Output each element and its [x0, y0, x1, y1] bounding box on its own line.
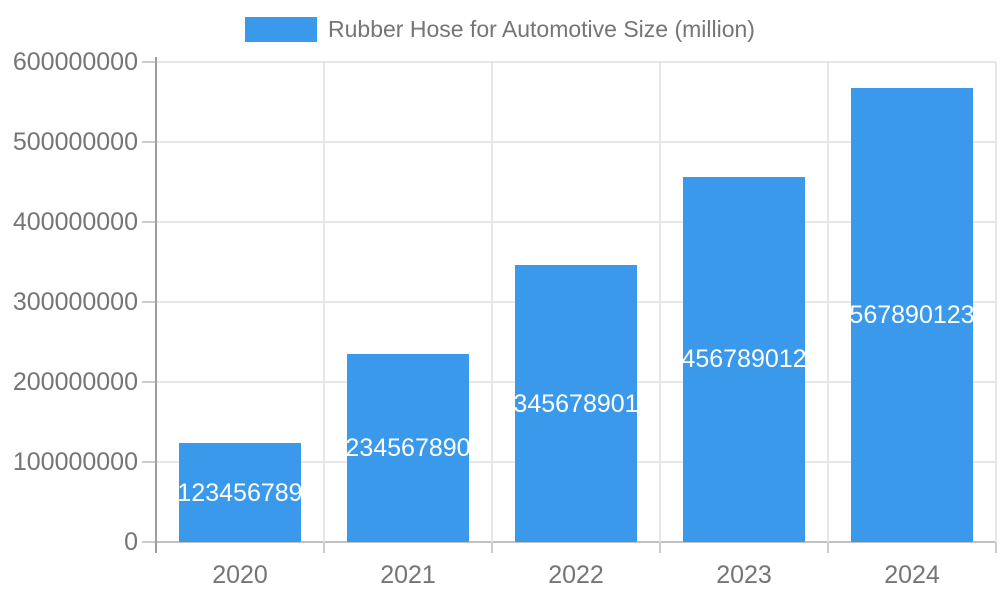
- bar-2020[interactable]: [179, 443, 301, 542]
- h-gridline: [156, 221, 996, 223]
- x-axis-tick: [995, 542, 997, 553]
- x-axis-label: 2023: [716, 561, 772, 589]
- y-axis-tick: [142, 221, 156, 223]
- v-gridline: [659, 62, 661, 542]
- x-axis-label: 2021: [380, 561, 436, 589]
- y-axis-label: 0: [124, 528, 138, 556]
- chart-legend: Rubber Hose for Automotive Size (million…: [0, 16, 1000, 43]
- y-axis-tick: [142, 381, 156, 383]
- y-axis-label: 300000000: [12, 288, 138, 316]
- y-axis-label: 400000000: [12, 208, 138, 236]
- x-axis-label: 2020: [212, 561, 268, 589]
- bar-value-label: 345678901: [513, 389, 639, 418]
- x-axis-tick: [827, 542, 829, 553]
- bar-value-label: 456789012: [681, 345, 807, 374]
- x-axis-tick: [491, 542, 493, 553]
- y-axis-label: 600000000: [12, 48, 138, 76]
- h-gridline: [156, 141, 996, 143]
- bar-value-label: 123456789: [177, 478, 303, 507]
- x-axis-tick: [323, 542, 325, 553]
- bar-value-label: 567890123: [849, 300, 975, 329]
- x-axis-label: 2022: [548, 561, 604, 589]
- y-axis-tick: [142, 541, 156, 543]
- v-gridline: [491, 62, 493, 542]
- v-gridline: [323, 62, 325, 542]
- bar-2022[interactable]: [515, 265, 637, 542]
- x-axis-tick: [659, 542, 661, 553]
- h-gridline: [156, 61, 996, 63]
- h-gridline: [156, 541, 996, 543]
- y-axis-label: 200000000: [12, 368, 138, 396]
- y-axis-label: 100000000: [12, 448, 138, 476]
- bar-2024[interactable]: [851, 87, 973, 542]
- y-axis-tick: [142, 61, 156, 63]
- x-axis-label: 2024: [884, 561, 940, 589]
- y-axis-label: 500000000: [12, 128, 138, 156]
- legend-label: Rubber Hose for Automotive Size (million…: [328, 16, 755, 42]
- v-gridline: [995, 62, 997, 542]
- y-axis-tick: [142, 301, 156, 303]
- y-axis-tick: [142, 141, 156, 143]
- bar-2023[interactable]: [683, 176, 805, 542]
- legend-swatch-icon: [245, 17, 318, 42]
- y-axis-line: [155, 57, 157, 553]
- bar-2021[interactable]: [347, 354, 469, 542]
- v-gridline: [827, 62, 829, 542]
- bar-value-label: 234567890: [345, 434, 471, 463]
- y-axis-tick: [142, 461, 156, 463]
